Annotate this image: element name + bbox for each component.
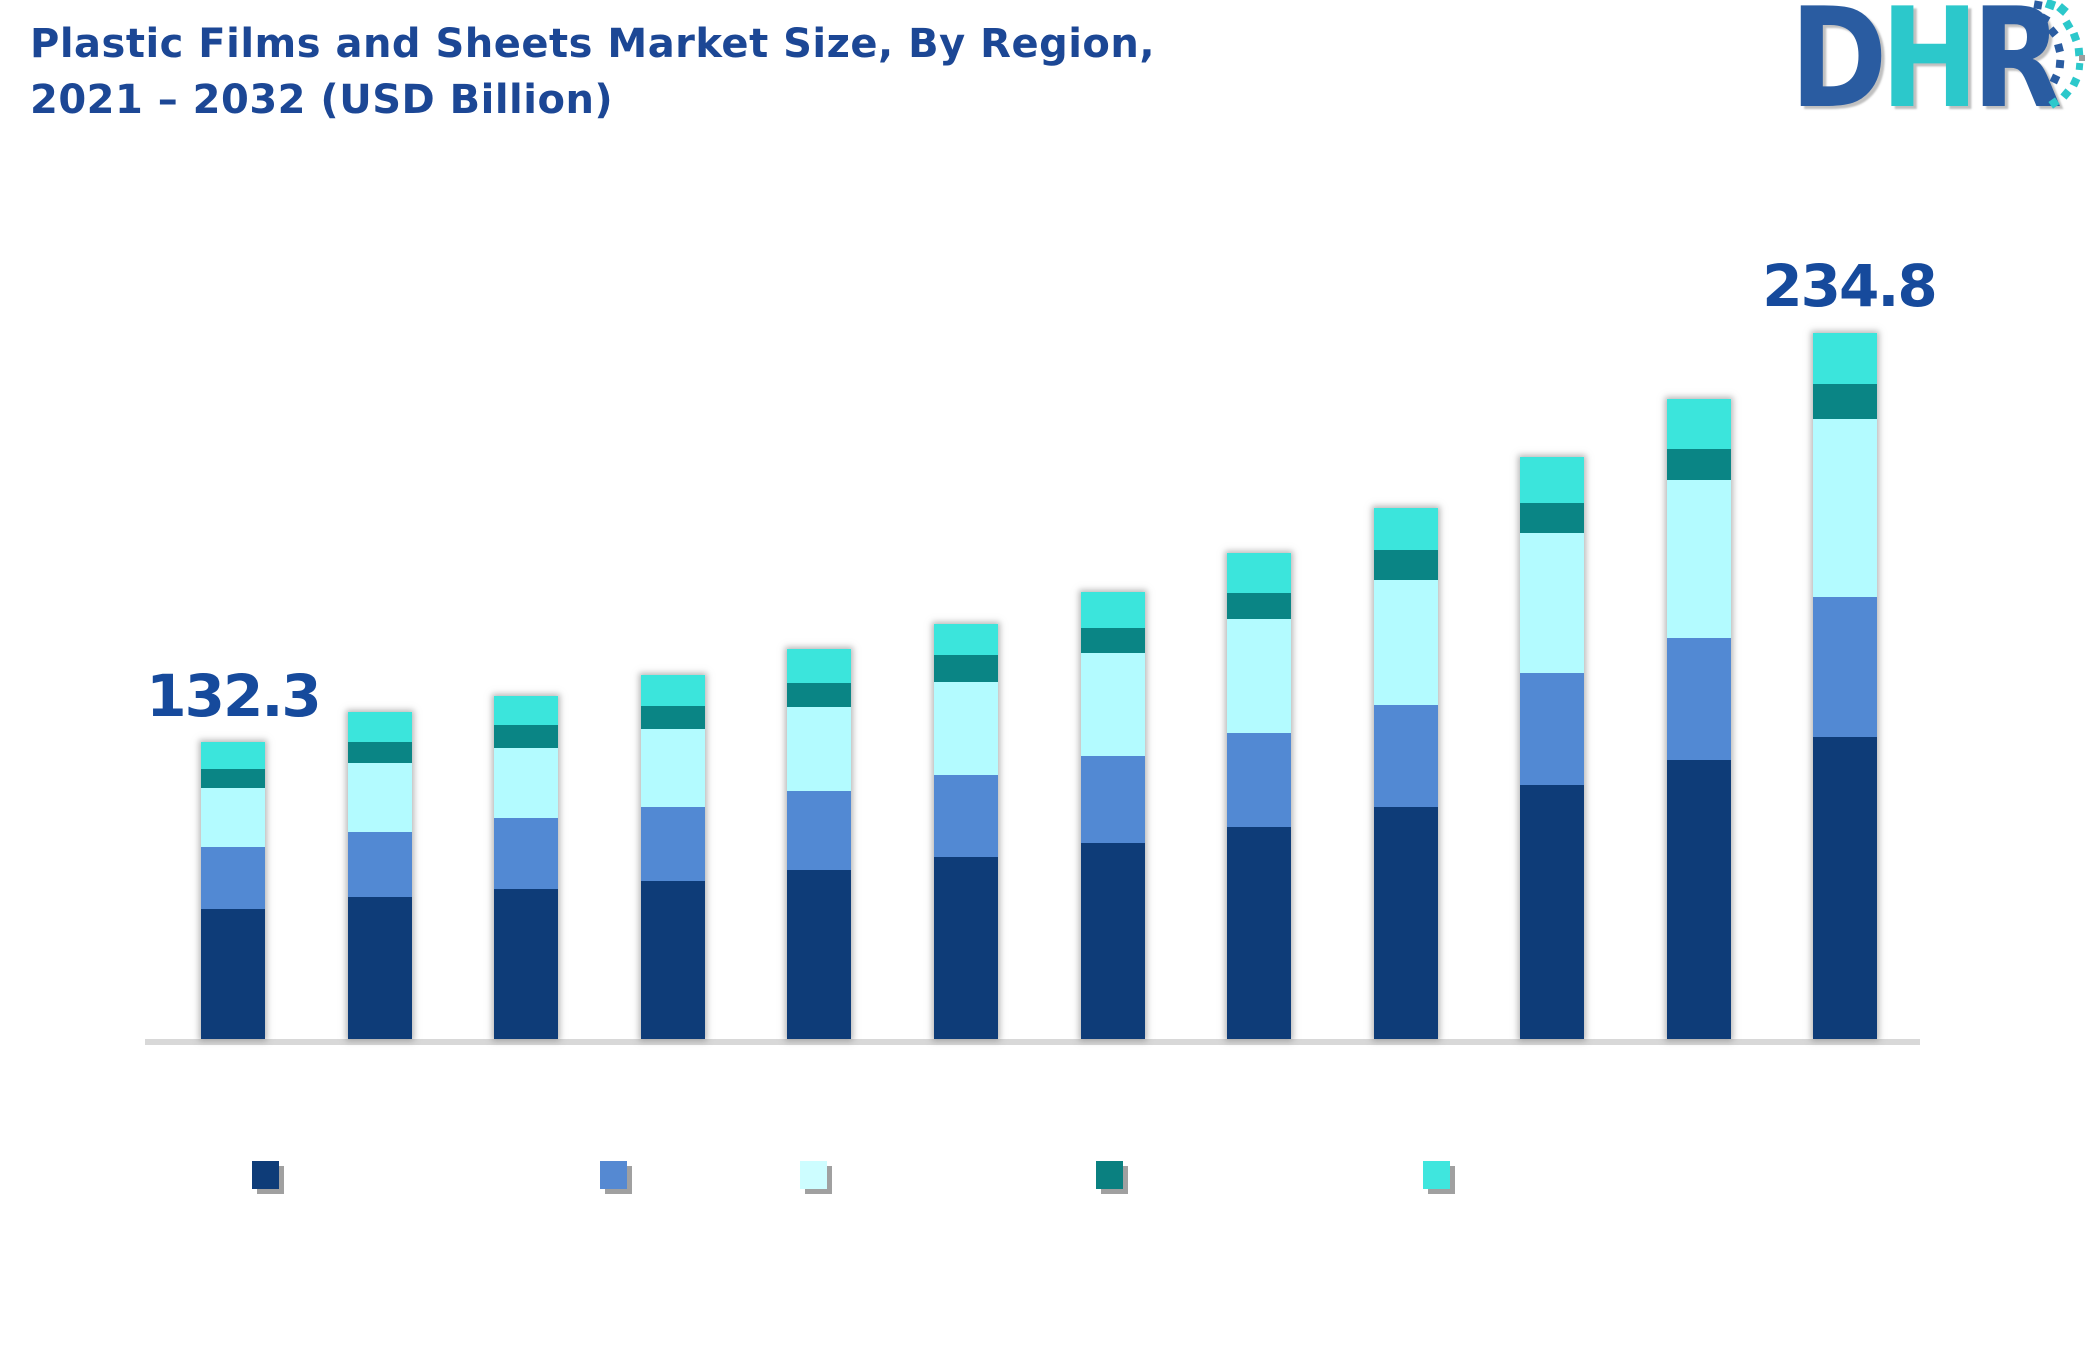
bar-2032-segment-region-2 xyxy=(1813,597,1878,737)
bar-2027-segment-region-5 xyxy=(1080,592,1145,628)
bar-2022-segment-region-4 xyxy=(347,742,412,763)
bar-2023-segment-region-4 xyxy=(494,725,559,748)
bar-2024-segment-region-3 xyxy=(640,729,705,807)
bar-2026-segment-region-1 xyxy=(933,857,998,1039)
bar-2030-segment-region-1 xyxy=(1520,785,1585,1039)
bar-2023-segment-region-5 xyxy=(494,696,559,725)
bar-2027-segment-region-2 xyxy=(1080,756,1145,843)
bar-2023-segment-region-3 xyxy=(494,748,559,818)
bar-2031-segment-region-5 xyxy=(1666,399,1731,449)
bar-2032 xyxy=(1813,333,1878,1039)
chart-title-line2: 2021 – 2032 (USD Billion) xyxy=(30,77,614,123)
bar-2028-segment-region-5 xyxy=(1227,553,1292,593)
bar-2024-segment-region-4 xyxy=(640,706,705,729)
chart-title-line1: Plastic Films and Sheets Market Size, By… xyxy=(30,21,1156,67)
bar-2031 xyxy=(1666,399,1731,1039)
bar-2027-segment-region-1 xyxy=(1080,843,1145,1039)
bar-2026-segment-region-4 xyxy=(933,655,998,682)
bar-2031-segment-region-4 xyxy=(1666,449,1731,480)
dhr-logo: DHR xyxy=(1790,0,2062,128)
bar-2021-segment-region-3 xyxy=(201,788,265,847)
bar-2022-segment-region-2 xyxy=(347,832,412,897)
x-axis-baseline xyxy=(145,1039,1920,1045)
value-label-2021: 132.3 xyxy=(146,662,321,730)
bar-2027-segment-region-3 xyxy=(1080,653,1145,756)
bar-2022 xyxy=(347,712,412,1039)
bar-2029-segment-region-3 xyxy=(1373,580,1438,705)
bar-2031-segment-region-2 xyxy=(1666,638,1731,760)
bar-2029-segment-region-2 xyxy=(1373,705,1438,807)
bar-2022-segment-region-3 xyxy=(347,763,412,832)
bar-2029 xyxy=(1373,508,1438,1039)
bar-2032-segment-region-5 xyxy=(1813,333,1878,384)
bar-2032-segment-region-4 xyxy=(1813,384,1878,419)
bar-2025-segment-region-2 xyxy=(787,791,852,870)
bar-2028 xyxy=(1227,553,1292,1039)
bar-2023 xyxy=(494,696,559,1039)
bar-2026 xyxy=(933,624,998,1039)
bar-2026-segment-region-2 xyxy=(933,775,998,857)
bar-2030-segment-region-4 xyxy=(1520,503,1585,533)
bar-2021-segment-region-4 xyxy=(201,769,265,788)
bar-2028-segment-region-2 xyxy=(1227,733,1292,827)
chart-title: Plastic Films and Sheets Market Size, By… xyxy=(30,16,1155,128)
bar-2032-segment-region-3 xyxy=(1813,419,1878,597)
bar-2023-segment-region-1 xyxy=(494,889,559,1039)
bar-2031-segment-region-3 xyxy=(1666,480,1731,638)
bar-2027 xyxy=(1080,592,1145,1039)
logo-letter-h: H xyxy=(1880,0,1979,139)
bar-2025-segment-region-1 xyxy=(787,870,852,1039)
bar-2025 xyxy=(787,649,852,1039)
bar-2027-segment-region-4 xyxy=(1080,628,1145,653)
bar-2022-segment-region-5 xyxy=(347,712,412,742)
bar-2028-segment-region-4 xyxy=(1227,593,1292,619)
bar-2029-segment-region-4 xyxy=(1373,550,1438,580)
bar-2021 xyxy=(201,742,265,1039)
bar-2031-segment-region-1 xyxy=(1666,760,1731,1039)
logo-letter-d: D xyxy=(1790,0,1887,139)
bar-2028-segment-region-3 xyxy=(1227,619,1292,733)
bar-2030-segment-region-2 xyxy=(1520,673,1585,785)
bar-2030 xyxy=(1520,457,1585,1039)
bar-2022-segment-region-1 xyxy=(347,897,412,1039)
bar-2032-segment-region-1 xyxy=(1813,737,1878,1039)
bar-2023-segment-region-2 xyxy=(494,818,559,889)
bar-2030-segment-region-5 xyxy=(1520,457,1585,503)
bar-2025-segment-region-4 xyxy=(787,683,852,707)
bar-2021-segment-region-2 xyxy=(201,847,265,909)
bar-2028-segment-region-1 xyxy=(1227,827,1292,1039)
bar-2021-segment-region-1 xyxy=(201,909,265,1039)
bar-2026-segment-region-5 xyxy=(933,624,998,655)
bar-2024 xyxy=(640,675,705,1039)
bar-2030-segment-region-3 xyxy=(1520,533,1585,673)
bar-2029-segment-region-5 xyxy=(1373,508,1438,550)
bar-2021-segment-region-5 xyxy=(201,742,265,769)
bar-2024-segment-region-2 xyxy=(640,807,705,881)
bar-2026-segment-region-3 xyxy=(933,682,998,775)
bar-2024-segment-region-5 xyxy=(640,675,705,706)
bar-2025-segment-region-3 xyxy=(787,707,852,791)
value-label-2032: 234.8 xyxy=(1762,252,1937,320)
bar-2024-segment-region-1 xyxy=(640,881,705,1039)
bar-2029-segment-region-1 xyxy=(1373,807,1438,1039)
bar-2025-segment-region-5 xyxy=(787,649,852,683)
